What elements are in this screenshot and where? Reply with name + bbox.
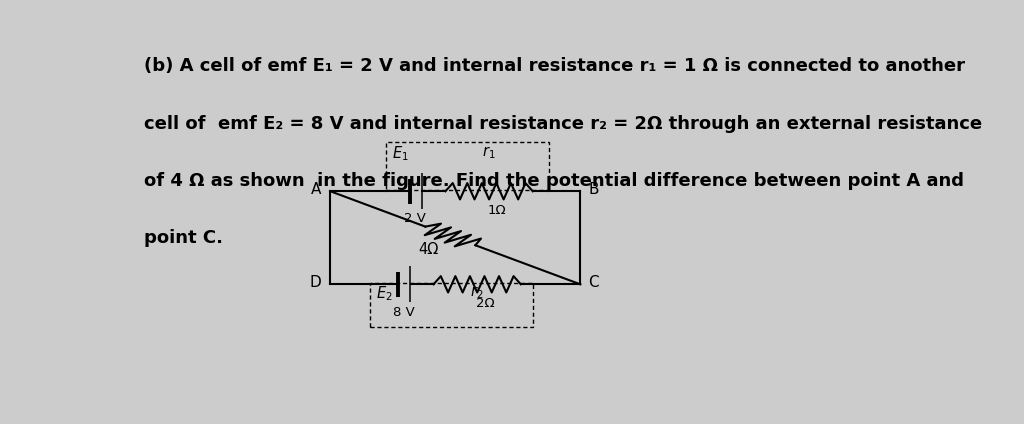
Text: $r_2$: $r_2$ (470, 285, 484, 301)
Text: $E_2$: $E_2$ (377, 285, 393, 303)
Text: 8 V: 8 V (392, 306, 415, 318)
Text: D: D (309, 275, 321, 290)
Text: $E_1$: $E_1$ (392, 144, 409, 163)
Text: 2 V: 2 V (404, 212, 426, 226)
Text: $r_1$: $r_1$ (482, 144, 496, 161)
Text: A: A (310, 182, 321, 197)
Text: 4Ω: 4Ω (418, 243, 438, 257)
Text: C: C (588, 275, 599, 290)
Text: B: B (588, 182, 599, 197)
Bar (370, 283, 532, 327)
Text: point C.: point C. (143, 229, 223, 247)
Text: of 4 Ω as shown  in the figure. Find the potential difference between point A an: of 4 Ω as shown in the figure. Find the … (143, 172, 964, 190)
Text: (b) A cell of emf E₁ = 2 V and internal resistance r₁ = 1 Ω is connected to anot: (b) A cell of emf E₁ = 2 V and internal … (143, 57, 965, 75)
Text: 1Ω: 1Ω (487, 204, 506, 218)
Bar (386, 142, 549, 190)
Text: cell of  emf E₂ = 8 V and internal resistance r₂ = 2Ω through an external resist: cell of emf E₂ = 8 V and internal resist… (143, 114, 982, 133)
Text: 2Ω: 2Ω (476, 297, 495, 310)
